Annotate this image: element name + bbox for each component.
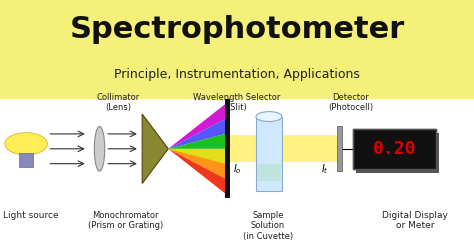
Text: Digital Display
or Meter: Digital Display or Meter <box>382 211 447 230</box>
Polygon shape <box>168 104 225 149</box>
Text: Spectrophotometer: Spectrophotometer <box>69 15 405 44</box>
FancyBboxPatch shape <box>257 164 281 181</box>
Ellipse shape <box>94 126 105 171</box>
FancyBboxPatch shape <box>353 129 436 169</box>
Text: Wavelength Selector
(Slit): Wavelength Selector (Slit) <box>193 93 281 112</box>
Polygon shape <box>168 134 225 149</box>
Polygon shape <box>168 119 225 149</box>
Text: Light source: Light source <box>3 211 59 220</box>
FancyBboxPatch shape <box>0 0 474 99</box>
FancyBboxPatch shape <box>337 126 342 171</box>
Text: Sample
Solution
(in Cuvette): Sample Solution (in Cuvette) <box>243 211 293 241</box>
Text: Principle, Instrumentation, Applications: Principle, Instrumentation, Applications <box>114 68 360 81</box>
FancyBboxPatch shape <box>256 117 282 191</box>
Polygon shape <box>168 149 225 164</box>
Polygon shape <box>168 149 225 193</box>
Text: 0.20: 0.20 <box>373 140 416 158</box>
Polygon shape <box>230 135 337 162</box>
Circle shape <box>5 133 47 155</box>
Polygon shape <box>142 114 168 184</box>
FancyBboxPatch shape <box>353 129 436 169</box>
Text: Monochromator
(Prism or Grating): Monochromator (Prism or Grating) <box>88 211 163 230</box>
FancyBboxPatch shape <box>356 133 439 173</box>
Text: Collimator
(Lens): Collimator (Lens) <box>97 93 140 112</box>
FancyBboxPatch shape <box>19 153 33 167</box>
Polygon shape <box>168 149 225 179</box>
Text: Detector
(Photocell): Detector (Photocell) <box>328 93 374 112</box>
Ellipse shape <box>256 112 282 122</box>
Text: $I_o$: $I_o$ <box>233 162 241 176</box>
Text: $I_t$: $I_t$ <box>321 162 328 176</box>
FancyBboxPatch shape <box>225 99 230 198</box>
